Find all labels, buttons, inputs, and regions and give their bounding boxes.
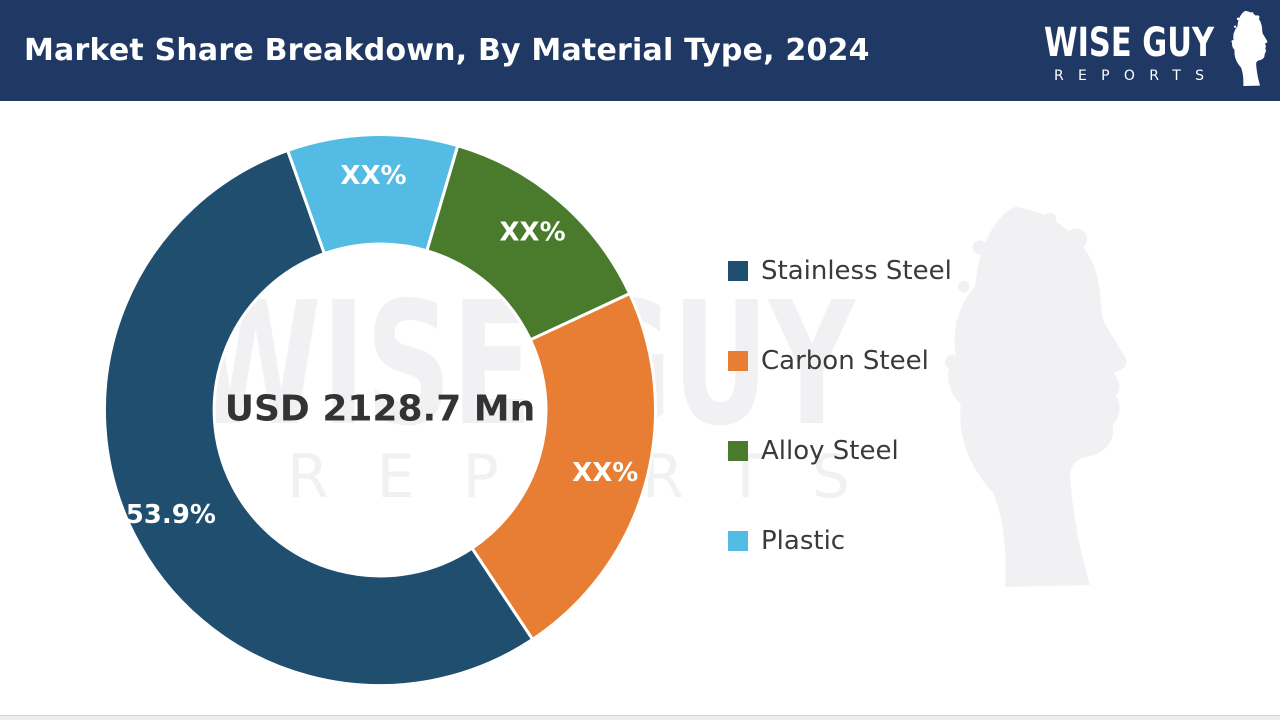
legend-swatch [728, 531, 748, 551]
legend-label: Plastic [761, 526, 846, 556]
segment-value-label: XX% [500, 218, 566, 248]
segment-value-label: XX% [572, 458, 638, 488]
legend-item-stainless-steel: Stainless Steel [728, 226, 952, 316]
legend-label: Alloy Steel [761, 436, 899, 466]
wiseguy-logo: WISE GUY REPORTS [1044, 10, 1268, 86]
legend-label: Carbon Steel [761, 346, 929, 376]
header: Market Share Breakdown, By Material Type… [0, 0, 1280, 101]
legend-swatch [728, 261, 748, 281]
legend-item-carbon-steel: Carbon Steel [728, 316, 952, 406]
chart-area: WISE GUY REPORTS XX%XX%XX%53.9% USD 2128… [0, 101, 1280, 715]
segment-value-label: 53.9% [126, 500, 216, 530]
segment-value-label: XX% [340, 161, 406, 191]
center-value: USD 2128.7 Mn [224, 388, 536, 430]
legend-item-plastic: Plastic [728, 496, 952, 586]
logo-face-icon [1231, 10, 1268, 86]
legend-swatch [728, 441, 748, 461]
footer-bar [0, 715, 1280, 720]
legend: Stainless Steel Carbon Steel Alloy Steel… [728, 226, 952, 586]
logo-wordmark: WISE GUY [1044, 20, 1215, 66]
donut-chart: XX% XX% XX% 53.9% [102, 133, 658, 688]
legend-label: Stainless Steel [761, 256, 952, 286]
logo-subtitle: REPORTS [1054, 68, 1204, 84]
page-title: Market Share Breakdown, By Material Type… [24, 33, 870, 68]
legend-item-alloy-steel: Alloy Steel [728, 406, 952, 496]
pie-segment-carbon-steel [470, 292, 658, 641]
legend-swatch [728, 351, 748, 371]
pie-segment-stainless-steel [102, 149, 535, 688]
